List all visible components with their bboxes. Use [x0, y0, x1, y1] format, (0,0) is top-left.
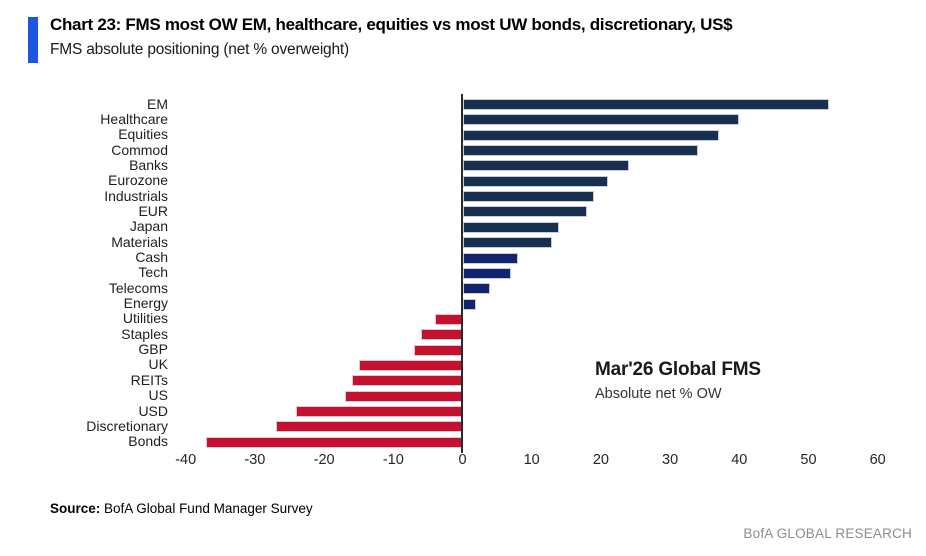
x-tick--30: -30 [244, 452, 266, 468]
category-label-us: US [148, 387, 168, 404]
category-label-banks: Banks [129, 156, 168, 173]
source-line: Source: BofA Global Fund Manager Survey [50, 501, 313, 516]
bar-bonds [206, 436, 463, 448]
category-label-healthcare: Healthcare [100, 110, 168, 127]
bar-staples [420, 329, 463, 341]
category-label-energy: Energy [123, 295, 168, 312]
category-label-bonds: Bonds [128, 433, 168, 450]
annotation-survey-date: Mar'26 Global FMS [595, 359, 761, 380]
bar-cash [462, 252, 518, 264]
category-label-eurozone: Eurozone [108, 172, 168, 189]
category-label-em: EM [147, 95, 168, 112]
bar-energy [462, 298, 477, 310]
chart-annotation: Mar'26 Global FMS Absolute net % OW [595, 359, 761, 402]
bar-equities [462, 129, 719, 141]
bar-gbp [414, 344, 463, 356]
category-label-gbp: GBP [138, 341, 168, 358]
bar-eur [462, 206, 588, 218]
category-label-discretionary: Discretionary [86, 417, 168, 434]
bar-em [462, 99, 830, 110]
category-label-equities: Equities [118, 126, 168, 143]
bar-commod [462, 145, 698, 157]
chart-title: Chart 23: FMS most OW EM, healthcare, eq… [50, 15, 733, 34]
bar-discretionary [275, 421, 463, 433]
x-tick-30: 30 [662, 452, 679, 468]
bar-us [344, 390, 463, 402]
category-label-staples: Staples [121, 325, 168, 342]
category-label-tech: Tech [138, 264, 168, 281]
x-tick-0: 0 [458, 452, 467, 468]
bar-banks [462, 160, 629, 172]
category-label-commod: Commod [111, 141, 168, 158]
category-label-industrials: Industrials [104, 187, 168, 204]
category-label-cash: Cash [135, 249, 168, 265]
x-tick-50: 50 [800, 452, 817, 468]
bar-uk [358, 359, 463, 371]
category-label-reits: REITs [130, 371, 168, 388]
annotation-metric: Absolute net % OW [595, 386, 722, 402]
bar-utilities [434, 313, 463, 325]
x-tick-60: 60 [869, 452, 886, 468]
bar-usd [296, 406, 463, 417]
source-text: BofA Global Fund Manager Survey [100, 501, 313, 516]
category-label-materials: Materials [111, 233, 168, 250]
category-label-usd: USD [138, 402, 168, 419]
x-tick-40: 40 [731, 452, 748, 468]
x-tick--10: -10 [382, 452, 404, 468]
category-label-uk: UK [148, 356, 168, 373]
x-tick--40: -40 [175, 452, 197, 468]
category-label-japan: Japan [129, 218, 168, 235]
category-label-eur: EUR [138, 202, 168, 219]
bar-telecoms [462, 283, 491, 295]
zero-axis-line [461, 94, 463, 453]
chart-subtitle: FMS absolute positioning (net % overweig… [50, 41, 349, 58]
bar-tech [462, 267, 511, 279]
x-tick--20: -20 [313, 452, 335, 468]
bar-japan [462, 221, 560, 233]
category-label-telecoms: Telecoms [108, 279, 168, 296]
research-brand-label: BofA GLOBAL RESEARCH [743, 526, 912, 541]
category-label-utilities: Utilities [122, 310, 168, 327]
bar-industrials [462, 191, 594, 203]
x-tick-20: 20 [592, 452, 609, 468]
bar-materials [462, 237, 553, 249]
source-label: Source: [50, 501, 101, 516]
title-accent-bar [28, 17, 38, 63]
x-tick-10: 10 [523, 452, 540, 468]
bar-healthcare [462, 114, 740, 126]
bar-eurozone [462, 175, 608, 187]
bar-reits [351, 375, 463, 387]
